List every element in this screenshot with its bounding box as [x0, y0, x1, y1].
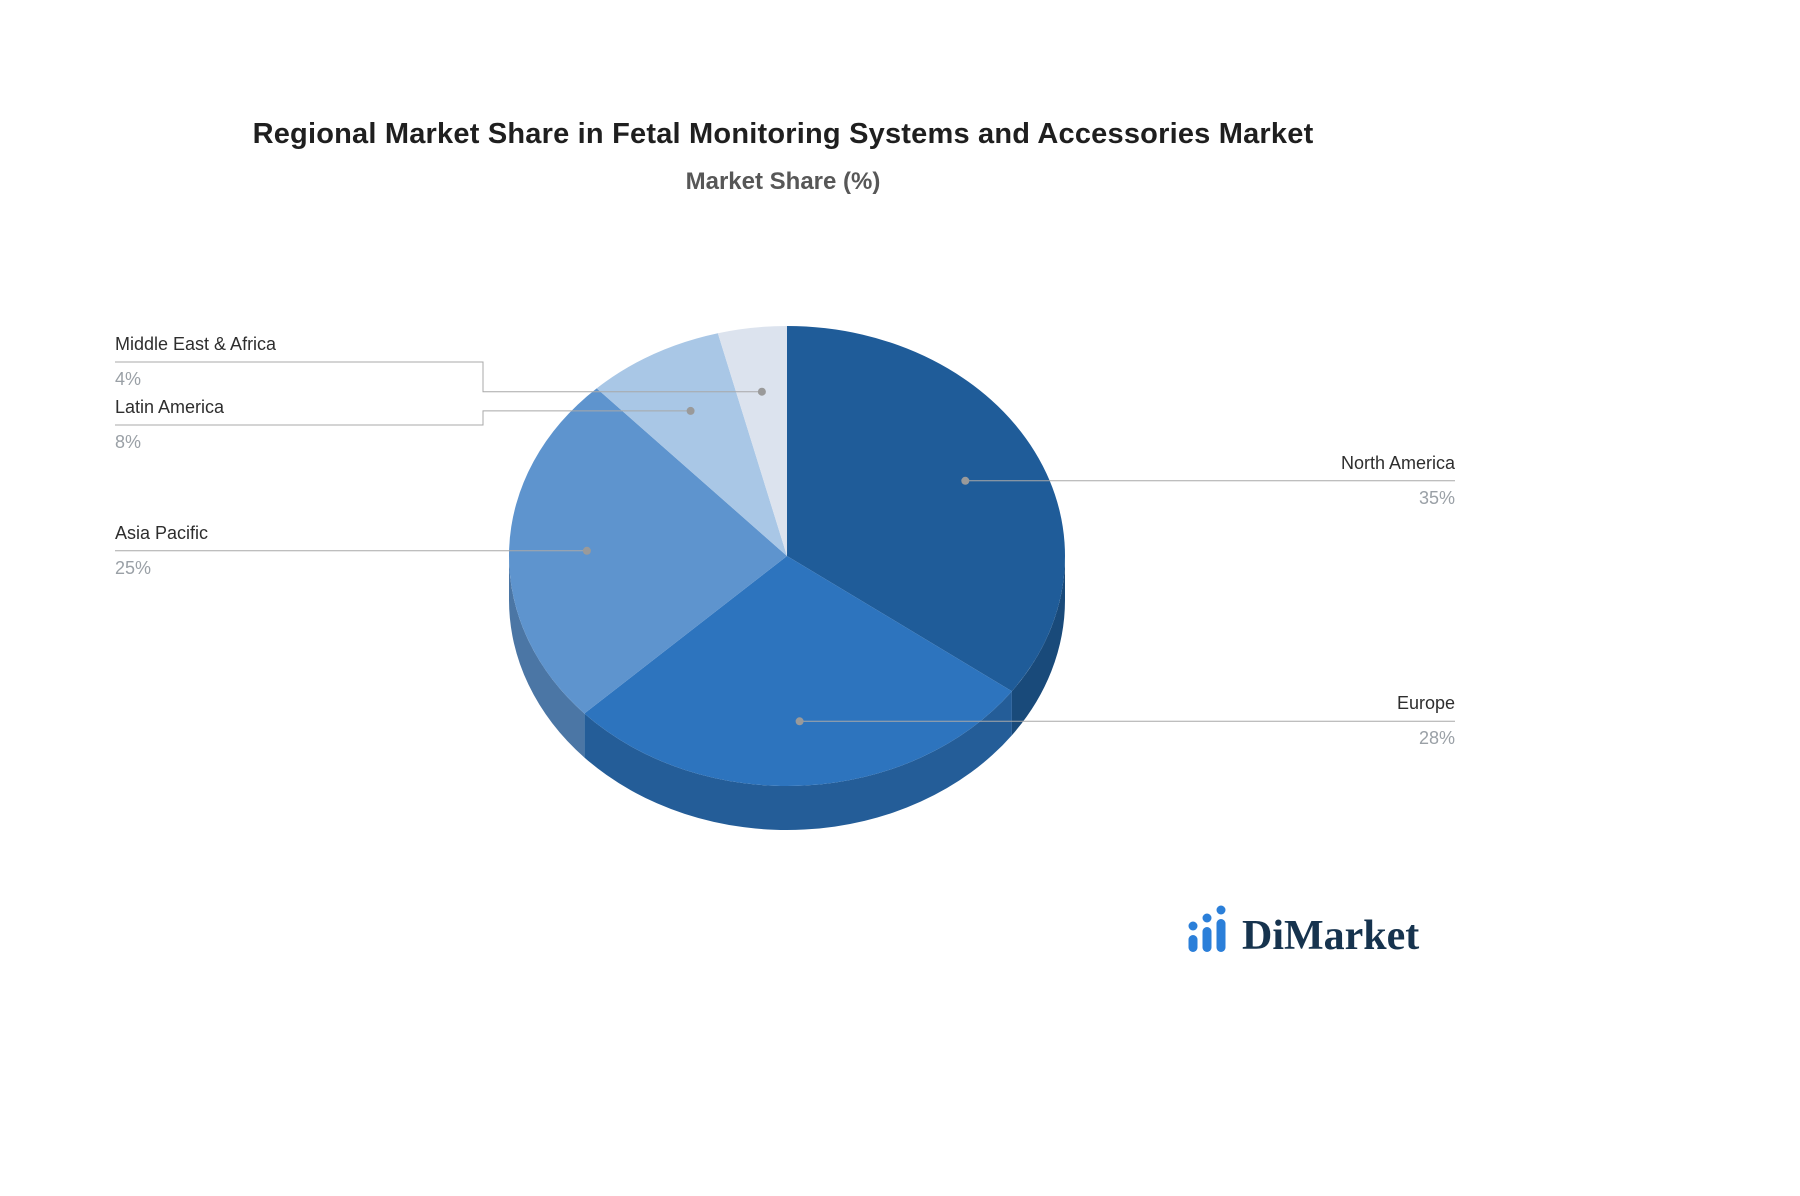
slice-label-value: 35% — [1418, 487, 1455, 508]
chart-subtitle: Market Share (%) — [685, 168, 881, 195]
slice-label-name: Asia Pacific — [115, 522, 209, 543]
dimarket-logo-text: DiMarket — [1242, 913, 1420, 959]
leader-dot-asia-pacific — [582, 546, 591, 555]
label-middle-east-africa: Middle East & Africa 4% — [115, 332, 276, 390]
leader-dot-north-america — [961, 476, 970, 485]
slice-label-name: Middle East & Africa — [115, 334, 277, 354]
slice-label-name: North America — [1340, 452, 1455, 473]
slice-label-value: 4% — [115, 369, 142, 389]
pie-slice-north-america — [787, 326, 1065, 692]
leader-dot-europe — [795, 717, 804, 726]
pie-slice-europe — [584, 556, 1012, 786]
slice-label-name: Latin America — [115, 397, 225, 417]
pie-slice-middle-east-africa — [717, 326, 787, 556]
chart-title: Regional Market Share in Fetal Monitorin… — [252, 118, 1314, 150]
slice-label-value: 8% — [115, 432, 142, 452]
leader-line-middle-east-africa — [115, 361, 762, 393]
slice-label-value: 25% — [115, 557, 152, 578]
label-europe: Europe 28% — [1397, 691, 1455, 749]
leader-line-latin-america — [115, 410, 691, 426]
pie-slice-latin-america — [596, 333, 787, 556]
slice-label-value: 28% — [1418, 728, 1455, 749]
slice-label-name: Europe — [1396, 693, 1455, 714]
pie-slice-side-asia-pacific — [509, 556, 585, 758]
leader-dot-middle-east-africa — [757, 387, 766, 396]
pie-slice-asia-pacific — [508, 388, 787, 714]
label-north-america: North America 35% — [1341, 451, 1455, 509]
label-asia-pacific: Asia Pacific 25% — [115, 521, 208, 579]
dimarket-logo-icon — [1188, 905, 1226, 952]
label-latin-america: Latin America 8% — [115, 395, 224, 453]
leader-dot-latin-america — [686, 406, 695, 415]
pie-slice-side-europe — [584, 691, 1012, 830]
dimarket-logo: DiMarket — [1186, 904, 1419, 957]
pie-slice-side-north-america — [1011, 556, 1065, 736]
